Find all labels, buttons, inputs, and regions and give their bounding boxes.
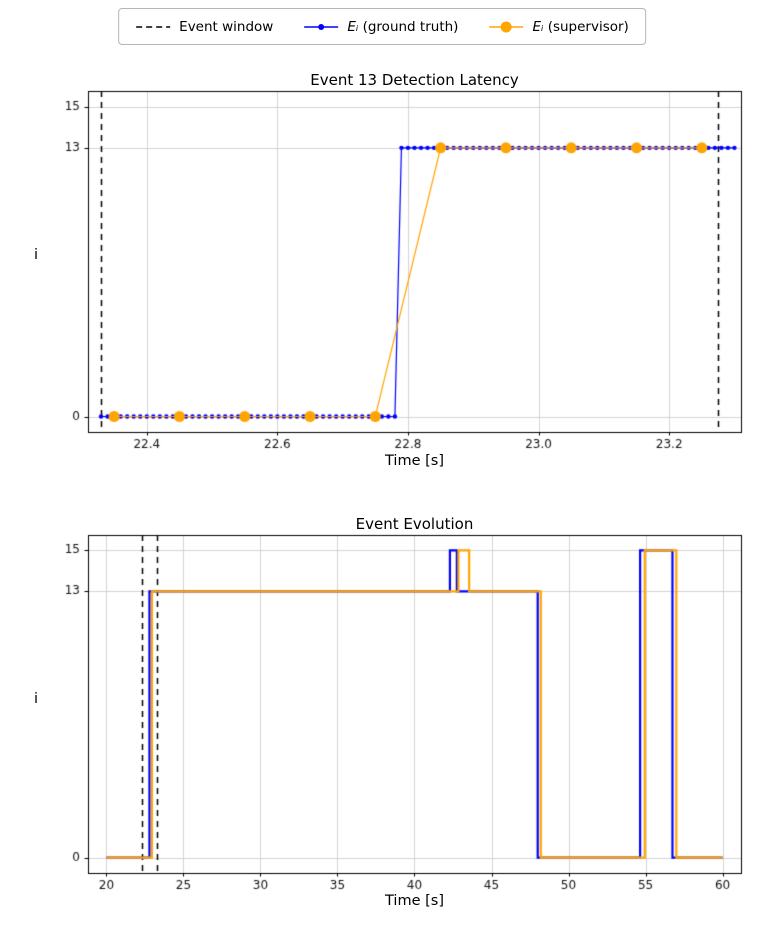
latency-chart-title: Event 13 Detection Latency: [310, 71, 519, 89]
line-small-dot-icon: [304, 23, 339, 30]
legend-label-event-window: Event window: [179, 18, 274, 35]
latency-chart-xlabel: Time [s]: [385, 453, 444, 469]
evolution-chart-xlabel: Time [s]: [385, 893, 444, 909]
legend-item-supervisor: Eᵢ (supervisor): [488, 18, 629, 35]
line-large-dot-icon: [489, 21, 524, 32]
legend-item-ground-truth: Eᵢ (ground truth): [303, 19, 458, 35]
legend-label-supervisor: Eᵢ (supervisor): [532, 18, 629, 35]
evolution-chart-title: Event Evolution: [355, 515, 474, 533]
latency-chart-ylabel: i: [33, 247, 39, 263]
evolution-chart-ylabel: i: [33, 691, 39, 707]
legend-label-ground-truth: Eᵢ (ground truth): [347, 18, 459, 35]
legend-item-event-window: Event window: [135, 19, 273, 35]
legend: Event window Eᵢ (ground truth) Eᵢ (super…: [118, 8, 646, 45]
dashed-line-icon: [136, 25, 171, 28]
